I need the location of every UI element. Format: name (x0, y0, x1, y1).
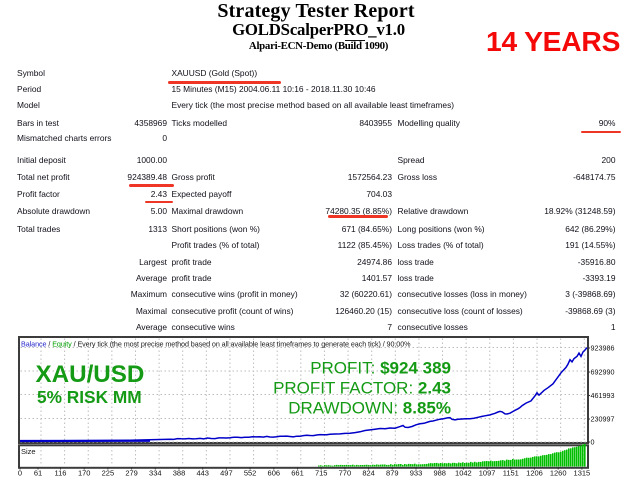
svg-text:1042: 1042 (455, 469, 472, 478)
svg-text:497: 497 (220, 469, 233, 478)
svg-text:879: 879 (386, 469, 399, 478)
svg-text:661: 661 (291, 469, 304, 478)
svg-text:715: 715 (315, 469, 328, 478)
svg-text:933: 933 (410, 469, 423, 478)
svg-text:279: 279 (125, 469, 138, 478)
svg-text:606: 606 (268, 469, 281, 478)
svg-text:DRAWDOWN: 8.85%: DRAWDOWN: 8.85% (288, 399, 451, 418)
svg-text:443: 443 (196, 469, 209, 478)
svg-text:334: 334 (149, 469, 162, 478)
svg-text:Balance / Equity / Every tick: Balance / Equity / Every tick (the most … (21, 339, 411, 348)
svg-text:PROFIT FACTOR: 2.43: PROFIT FACTOR: 2.43 (273, 379, 451, 398)
svg-text:1315: 1315 (574, 469, 591, 478)
svg-text:692990: 692990 (591, 368, 615, 377)
svg-text:Size: Size (21, 447, 36, 456)
svg-text:61: 61 (34, 469, 42, 478)
svg-text:5% RISK MM: 5% RISK MM (37, 387, 142, 407)
svg-text:1151: 1151 (503, 469, 519, 478)
svg-text:230997: 230997 (591, 415, 615, 424)
svg-text:988: 988 (433, 469, 446, 478)
svg-text:PROFIT: $924 389: PROFIT: $924 389 (310, 358, 451, 377)
svg-text:923986: 923986 (591, 344, 615, 353)
svg-text:0: 0 (591, 438, 595, 447)
svg-text:770: 770 (339, 469, 352, 478)
svg-text:388: 388 (173, 469, 186, 478)
svg-text:116: 116 (55, 469, 67, 478)
svg-text:225: 225 (102, 469, 115, 478)
svg-text:XAU/USD: XAU/USD (36, 361, 145, 388)
svg-text:170: 170 (78, 469, 91, 478)
svg-text:1260: 1260 (550, 469, 567, 478)
svg-text:552: 552 (244, 469, 257, 478)
svg-text:1097: 1097 (479, 469, 496, 478)
svg-text:1206: 1206 (526, 469, 543, 478)
svg-text:0: 0 (18, 469, 22, 478)
svg-text:461993: 461993 (591, 391, 615, 400)
svg-text:824: 824 (362, 469, 375, 478)
